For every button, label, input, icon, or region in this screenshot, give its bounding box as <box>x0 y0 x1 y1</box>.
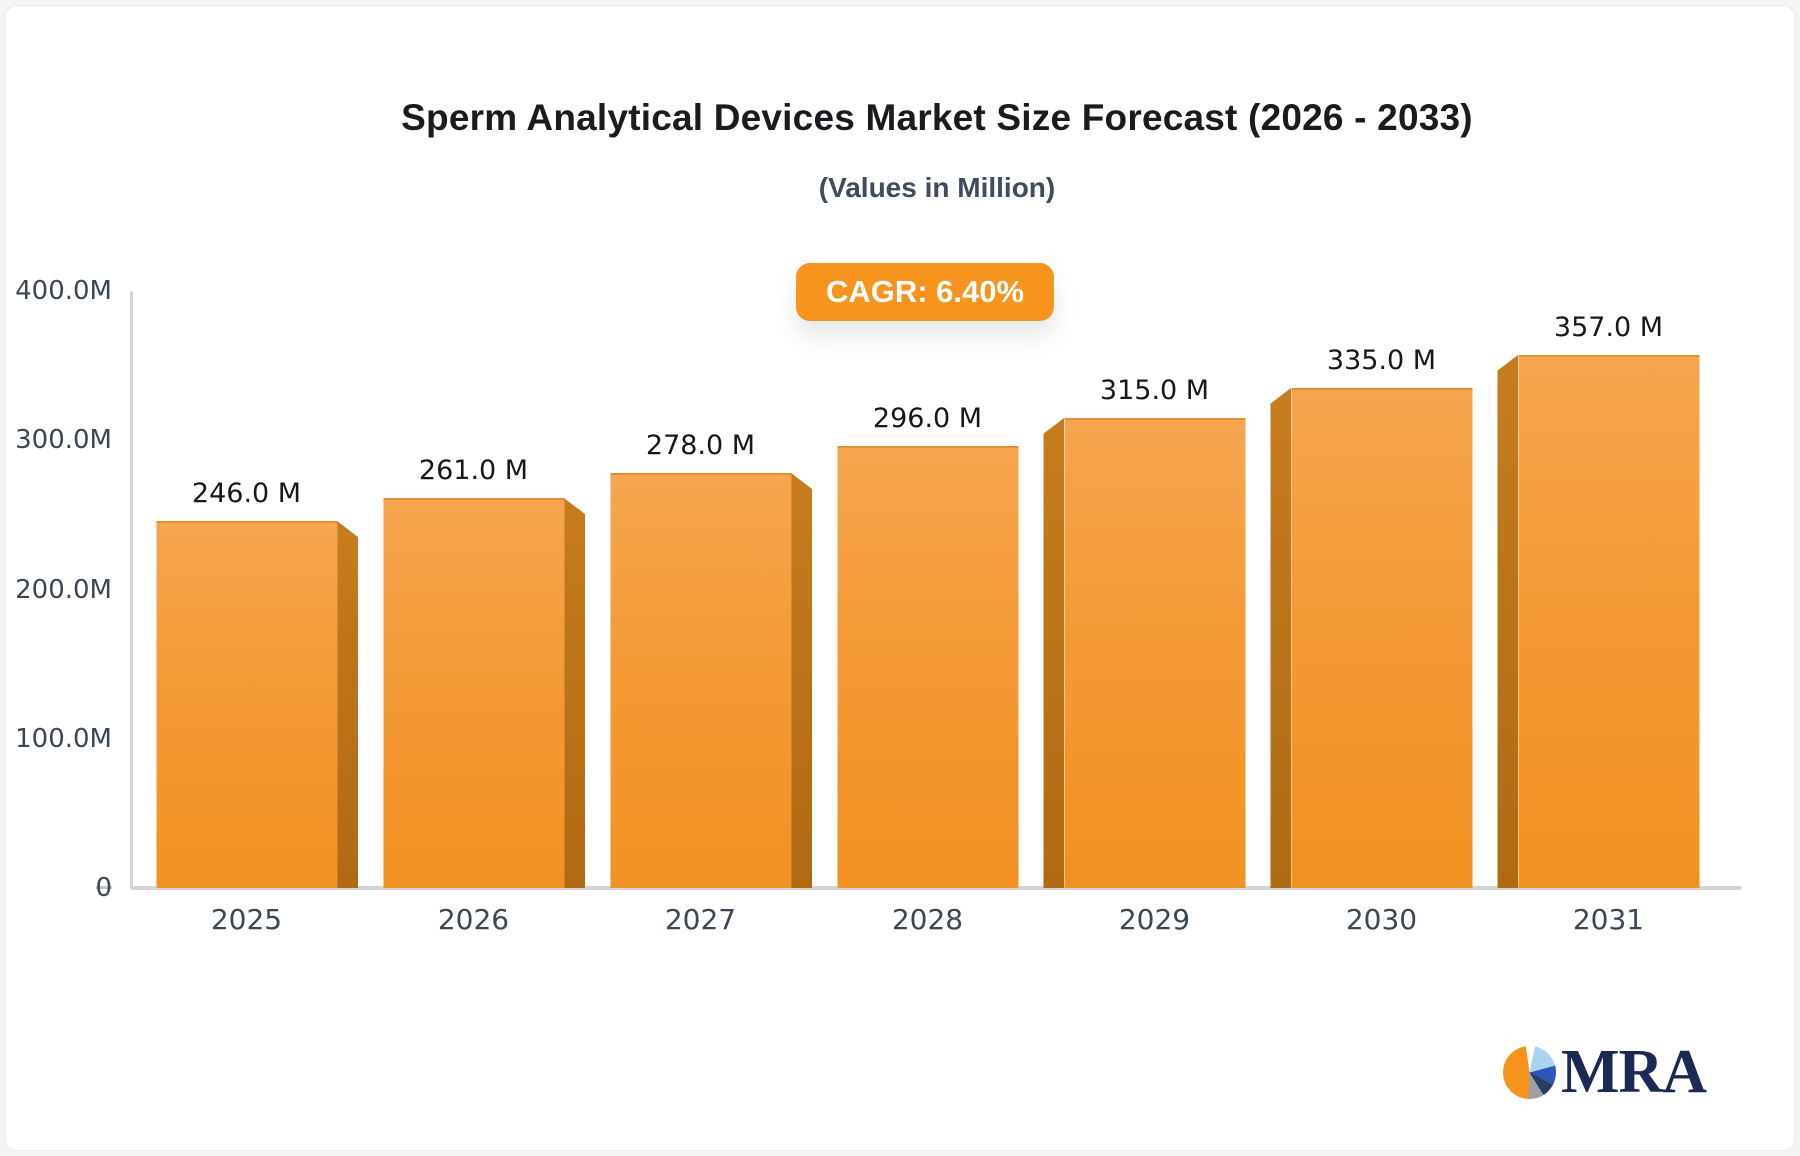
x-tick-label: 2025 <box>210 903 283 936</box>
x-axis-line <box>130 886 1742 890</box>
brand-logo: MRA <box>1503 1038 1707 1106</box>
x-tick-label: 2031 <box>1572 903 1645 936</box>
x-tick-label: 2028 <box>891 903 964 936</box>
bar-value-label: 246.0 M <box>191 478 302 509</box>
cagr-badge: CAGR: 6.40% <box>795 263 1055 321</box>
bar-face <box>837 446 1018 888</box>
bar-3d-side <box>564 498 585 888</box>
bar-slot: 335.0 M <box>1268 291 1495 888</box>
zero-tick-mark <box>96 886 112 889</box>
x-tick-label: 2030 <box>1345 903 1418 936</box>
bar-3d-side <box>1043 418 1064 888</box>
bar-3d-side <box>1270 388 1291 888</box>
bar-face <box>1291 388 1472 888</box>
logo-text: MRA <box>1561 1038 1707 1106</box>
bar-face <box>610 473 791 888</box>
bar-2025 <box>156 521 358 888</box>
bar-slot: 315.0 M <box>1041 291 1268 888</box>
bar-3d-side <box>337 521 358 888</box>
bar-slot: 357.0 M <box>1495 291 1722 888</box>
bar-slot: 296.0 M <box>814 291 1041 888</box>
bar-3d-side <box>1497 355 1518 888</box>
y-axis-line <box>130 291 133 889</box>
bar-value-label: 261.0 M <box>418 455 529 486</box>
bar-3d-side <box>791 473 812 888</box>
bar-face <box>383 498 564 888</box>
bar-value-label: 335.0 M <box>1326 345 1437 376</box>
x-tick-label: 2029 <box>1118 903 1191 936</box>
bar-2028 <box>837 446 1018 888</box>
bar-2030 <box>1270 388 1472 888</box>
bar-2026 <box>383 498 585 888</box>
bar-value-label: 357.0 M <box>1553 312 1664 343</box>
bar-value-label: 296.0 M <box>872 403 983 434</box>
bar-2029 <box>1043 418 1245 888</box>
bar-slot: 261.0 M <box>360 291 587 888</box>
bar-value-label: 278.0 M <box>645 430 756 461</box>
pie-chart-logo-icon <box>1503 1045 1556 1099</box>
bar-slot: 246.0 M <box>133 291 360 888</box>
bar-face <box>156 521 337 888</box>
bar-2031 <box>1497 355 1699 888</box>
bar-value-label: 315.0 M <box>1099 375 1210 406</box>
bar-face <box>1518 355 1699 888</box>
bar-2027 <box>610 473 812 888</box>
x-axis-labels: 2025 2026 2027 2028 2029 2030 2031 <box>133 903 1742 936</box>
chart-title: Sperm Analytical Devices Market Size For… <box>401 97 1473 138</box>
x-tick-label: 2027 <box>664 903 737 936</box>
bar-face <box>1064 418 1245 888</box>
plot-area: 246.0 M 261.0 M 278.0 M 296.0 M 315.0 M 335.0… <box>133 291 1742 888</box>
x-tick-label: 2026 <box>437 903 510 936</box>
bar-slot: 278.0 M <box>587 291 814 888</box>
chart-subtitle: (Values in Million) <box>818 172 1056 203</box>
